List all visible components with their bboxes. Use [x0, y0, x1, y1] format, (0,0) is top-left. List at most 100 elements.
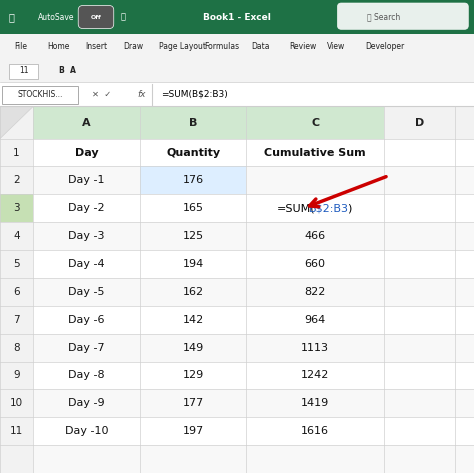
Bar [33, 389, 474, 417]
Text: 1616: 1616 [301, 426, 329, 436]
Bar [33, 333, 474, 361]
Text: 8: 8 [13, 342, 20, 352]
Text: 🗎: 🗎 [9, 12, 15, 22]
Text: A: A [82, 117, 91, 128]
Text: 🔍 Search: 🔍 Search [367, 12, 401, 22]
Bar [33, 139, 474, 166]
Text: 9: 9 [13, 370, 20, 380]
Text: 197: 197 [182, 426, 204, 436]
Text: STOCKHIS...: STOCKHIS... [18, 89, 63, 99]
Polygon shape [0, 106, 33, 139]
Bar [140, 166, 246, 194]
Bar [33, 445, 474, 473]
Bar [140, 166, 246, 194]
Text: =SUM(: =SUM( [277, 203, 315, 213]
Text: 194: 194 [182, 259, 204, 269]
FancyBboxPatch shape [78, 6, 114, 28]
Bar [140, 166, 246, 222]
FancyBboxPatch shape [2, 86, 78, 104]
Bar [33, 361, 474, 389]
Bar [0, 59, 474, 82]
Text: Cumulative Sum: Cumulative Sum [264, 148, 366, 158]
Text: =SUM(B$2:B3): =SUM(B$2:B3) [161, 89, 228, 99]
Text: ): ) [347, 203, 352, 213]
Text: 7: 7 [13, 315, 20, 325]
Text: Page Layout: Page Layout [159, 42, 206, 51]
Text: 1: 1 [13, 148, 20, 158]
Text: 1242: 1242 [301, 370, 329, 380]
Text: Review: Review [289, 42, 316, 51]
Bar [33, 417, 474, 445]
Text: 1113: 1113 [301, 342, 329, 352]
Text: Draw: Draw [123, 42, 143, 51]
Text: Day -3: Day -3 [68, 231, 105, 241]
Text: fx: fx [137, 89, 146, 99]
Text: D: D [415, 117, 424, 128]
Bar [33, 194, 474, 222]
Text: 125: 125 [182, 231, 204, 241]
Text: 129: 129 [182, 370, 204, 380]
FancyBboxPatch shape [9, 64, 38, 79]
Text: C: C [311, 117, 319, 128]
Text: 466: 466 [305, 231, 326, 241]
Text: View: View [327, 42, 346, 51]
Bar [0, 106, 33, 473]
Text: 5: 5 [13, 259, 20, 269]
Text: 176: 176 [182, 175, 204, 185]
Bar [246, 106, 384, 139]
FancyBboxPatch shape [337, 3, 468, 29]
Bar [33, 222, 474, 250]
Text: B$2:B3: B$2:B3 [309, 203, 349, 213]
Text: Day -4: Day -4 [68, 259, 105, 269]
Bar [0, 82, 474, 106]
Text: 3: 3 [13, 203, 20, 213]
Text: File: File [14, 42, 27, 51]
Text: Day -1: Day -1 [68, 175, 105, 185]
Text: 165: 165 [182, 203, 204, 213]
Text: 4: 4 [13, 231, 20, 241]
Text: Home: Home [47, 42, 70, 51]
Text: Day -9: Day -9 [68, 398, 105, 408]
Bar [0, 0, 474, 34]
Text: Day -8: Day -8 [68, 370, 105, 380]
Bar [33, 250, 474, 278]
Text: 142: 142 [182, 315, 204, 325]
Text: ✕  ✓: ✕ ✓ [92, 89, 112, 99]
Text: Data: Data [251, 42, 270, 51]
Bar [0, 106, 474, 139]
Bar [0, 194, 33, 222]
Text: Quantity: Quantity [166, 148, 220, 158]
Text: 1419: 1419 [301, 398, 329, 408]
Text: Book1 - Excel: Book1 - Excel [203, 12, 271, 22]
Bar [140, 106, 246, 139]
Text: Off: Off [91, 15, 101, 19]
Text: 177: 177 [182, 398, 204, 408]
Text: AutoSave: AutoSave [38, 12, 74, 22]
Text: Day: Day [75, 148, 98, 158]
Text: Day -10: Day -10 [65, 426, 108, 436]
Text: 660: 660 [305, 259, 326, 269]
Text: 💾: 💾 [121, 12, 126, 22]
Bar [33, 166, 474, 194]
Bar [33, 278, 474, 306]
Bar [33, 106, 140, 139]
Text: 964: 964 [305, 315, 326, 325]
Text: Developer: Developer [365, 42, 404, 51]
Bar [33, 306, 474, 333]
Text: 149: 149 [182, 342, 204, 352]
Text: Day -6: Day -6 [68, 315, 105, 325]
Text: Day -5: Day -5 [68, 287, 105, 297]
Bar [246, 194, 384, 222]
Text: Day -2: Day -2 [68, 203, 105, 213]
Text: 162: 162 [182, 287, 204, 297]
Text: Formulas: Formulas [204, 42, 239, 51]
Text: Day -7: Day -7 [68, 342, 105, 352]
Text: B: B [189, 117, 197, 128]
Text: B  A: B A [59, 66, 76, 75]
Text: 6: 6 [13, 287, 20, 297]
Text: 11: 11 [10, 426, 23, 436]
Bar [0, 106, 474, 473]
Text: 2: 2 [13, 175, 20, 185]
Text: 11: 11 [19, 66, 28, 75]
Bar [0, 34, 474, 59]
